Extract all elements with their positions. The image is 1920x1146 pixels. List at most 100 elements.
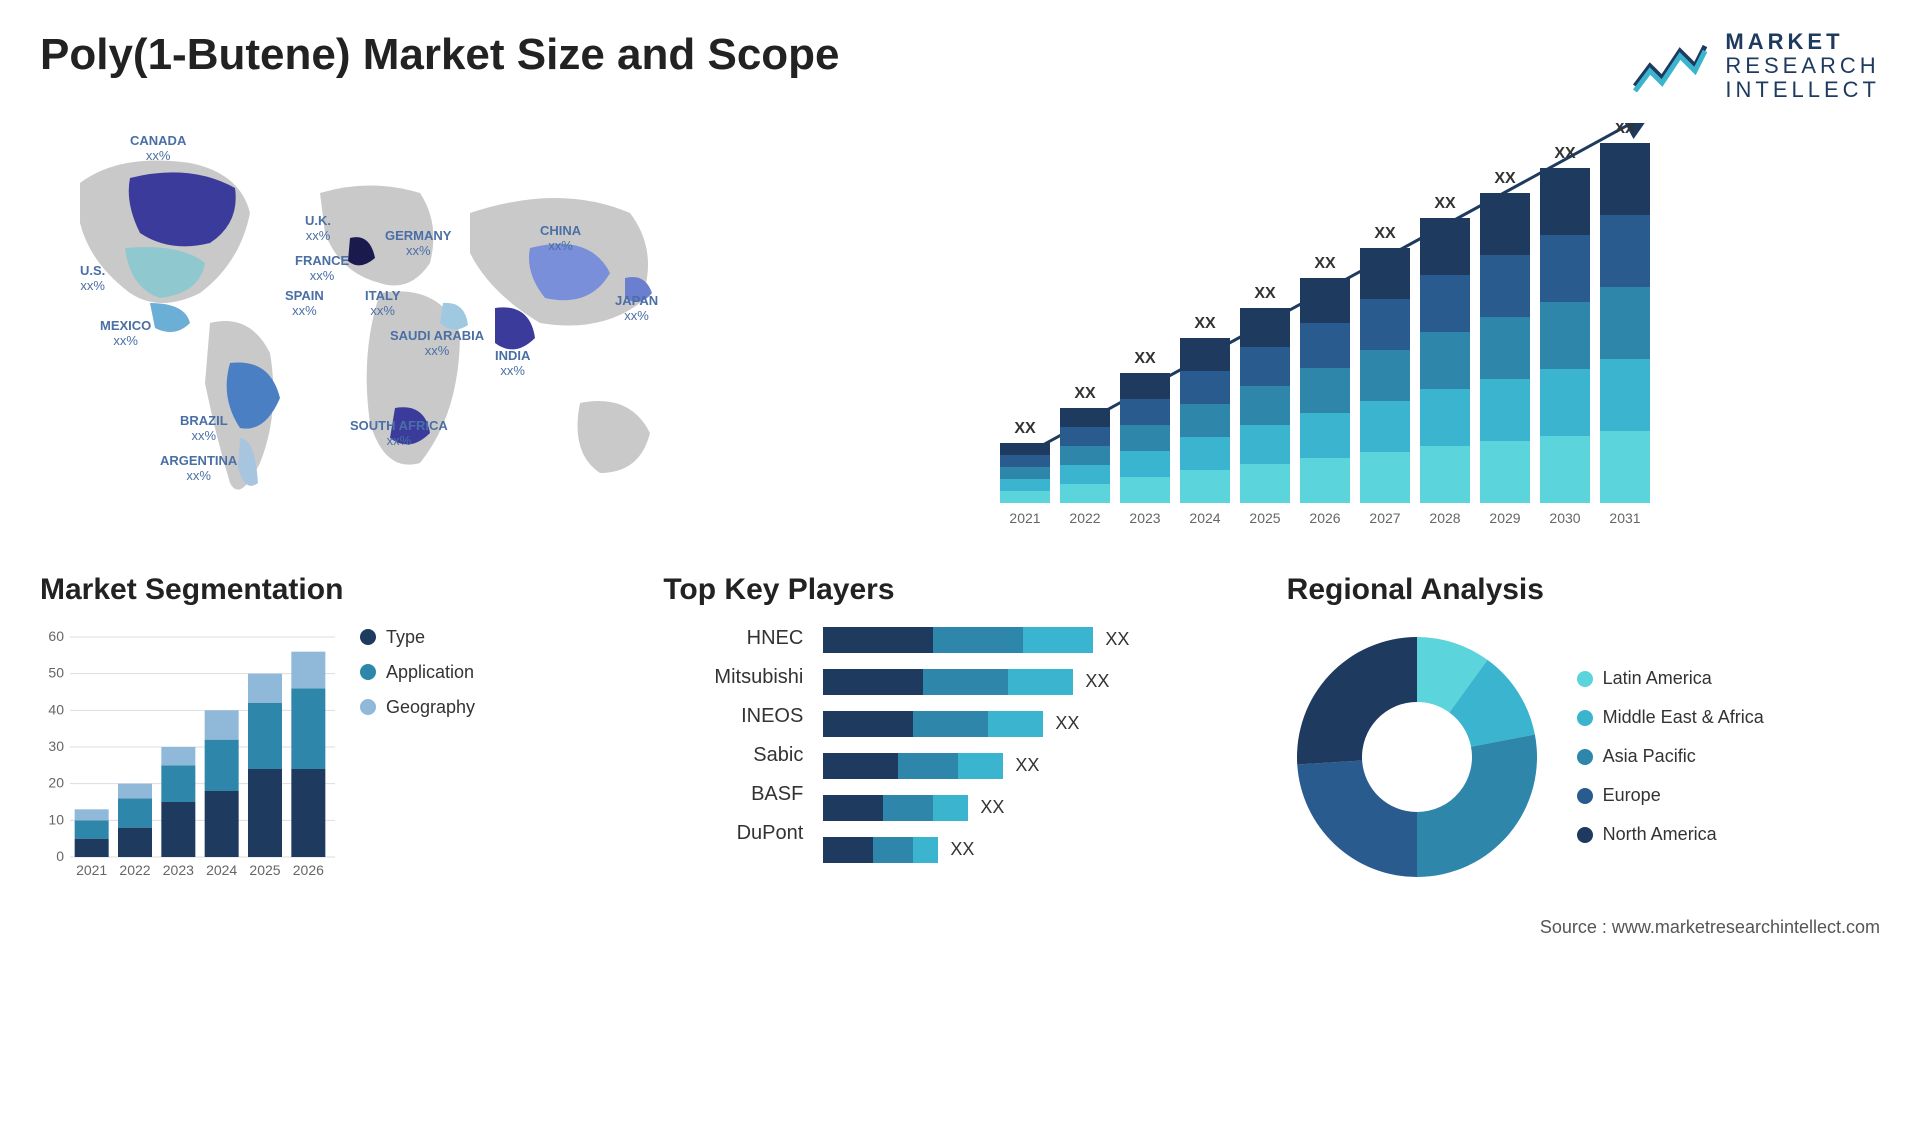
segmentation-chart: 0102030405060202120222023202420252026 (40, 627, 340, 887)
growth-bar-label: XX (1014, 420, 1036, 437)
growth-bar-seg (1180, 470, 1230, 503)
growth-bar-seg (1120, 399, 1170, 425)
player-label: Mitsubishi (663, 666, 803, 689)
growth-bar-seg (1240, 308, 1290, 347)
regional-legend-item: Europe (1577, 785, 1764, 806)
growth-bar-seg (1360, 401, 1410, 452)
logo-text-3: INTELLECT (1725, 78, 1880, 102)
player-label: BASF (663, 783, 803, 806)
player-bar-seg (883, 795, 933, 821)
player-bar-seg (873, 837, 913, 863)
growth-bar-label: XX (1554, 145, 1576, 162)
seg-bar-seg (118, 798, 152, 827)
seg-bar-seg (248, 703, 282, 769)
growth-bar-seg (1600, 215, 1650, 287)
seg-ytick: 40 (48, 701, 64, 717)
growth-bar-seg (1360, 299, 1410, 350)
map-label-south-africa: SOUTH AFRICAxx% (350, 418, 448, 449)
map-label-france: FRANCExx% (295, 253, 349, 284)
growth-bar-seg (1060, 446, 1110, 465)
growth-bar-seg (1540, 436, 1590, 503)
growth-bar-seg (1240, 347, 1290, 386)
seg-year-label: 2022 (119, 862, 150, 878)
seg-legend-item: Type (360, 627, 475, 648)
map-label-brazil: BRAZILxx% (180, 413, 228, 444)
key-players-labels: HNECMitsubishiINEOSSabicBASFDuPont (663, 627, 803, 863)
player-bar-seg (958, 753, 1003, 779)
seg-legend-item: Geography (360, 697, 475, 718)
growth-bar-seg (1420, 218, 1470, 275)
seg-bar-seg (291, 769, 325, 857)
growth-bar-seg (1300, 458, 1350, 503)
growth-bar-seg (1360, 452, 1410, 503)
map-label-spain: SPAINxx% (285, 288, 324, 319)
regional-legend-item: Asia Pacific (1577, 746, 1764, 767)
regional-legend-item: North America (1577, 824, 1764, 845)
player-bar-value: XX (950, 839, 974, 860)
growth-bar-label: XX (1074, 385, 1096, 402)
growth-bar-seg (1060, 427, 1110, 446)
player-bar-value: XX (1105, 629, 1129, 650)
map-label-china: CHINAxx% (540, 223, 581, 254)
growth-bar-seg (1600, 431, 1650, 503)
regional-title: Regional Analysis (1287, 573, 1880, 607)
growth-bar-seg (1420, 332, 1470, 389)
player-bar-seg (1008, 669, 1073, 695)
seg-bar-seg (205, 710, 239, 739)
growth-bar-seg (1000, 443, 1050, 455)
growth-bar-seg (1300, 368, 1350, 413)
growth-bar-seg (1120, 477, 1170, 503)
seg-year-label: 2024 (206, 862, 237, 878)
growth-bar-seg (1120, 425, 1170, 451)
regional-panel: Regional Analysis Latin America Middle Ea… (1287, 573, 1880, 887)
segmentation-legend: Type Application Geography (360, 627, 475, 718)
map-label-saudi-arabia: SAUDI ARABIAxx% (390, 328, 484, 359)
donut-slice (1297, 760, 1417, 877)
key-players-panel: Top Key Players HNECMitsubishiINEOSSabic… (663, 573, 1256, 887)
growth-bar-seg (1000, 479, 1050, 491)
growth-year-label: 2025 (1249, 510, 1280, 526)
growth-bar-seg (1480, 441, 1530, 503)
regional-donut (1287, 627, 1547, 887)
growth-bar-label: XX (1374, 225, 1396, 242)
regional-legend: Latin America Middle East & Africa Asia Pa… (1577, 668, 1764, 845)
growth-bar-seg (1000, 467, 1050, 479)
seg-ytick: 10 (48, 811, 64, 827)
regional-legend-item: Latin America (1577, 668, 1764, 689)
player-bar-seg (898, 753, 958, 779)
logo-text-2: RESEARCH (1725, 54, 1880, 78)
seg-ytick: 50 (48, 664, 64, 680)
growth-bar-seg (1600, 359, 1650, 431)
seg-year-label: 2025 (249, 862, 280, 878)
growth-year-label: 2021 (1009, 510, 1040, 526)
seg-bar-seg (118, 827, 152, 856)
growth-year-label: 2024 (1189, 510, 1220, 526)
seg-bar-seg (248, 769, 282, 857)
growth-bar-seg (1240, 386, 1290, 425)
player-bar-value: XX (980, 797, 1004, 818)
growth-bar-seg (1240, 464, 1290, 503)
growth-bar-label: XX (1614, 123, 1636, 137)
player-bar-row: XX (823, 837, 1256, 863)
growth-year-label: 2027 (1369, 510, 1400, 526)
growth-bar-seg (1480, 317, 1530, 379)
seg-year-label: 2023 (163, 862, 194, 878)
growth-bar-seg (1300, 413, 1350, 458)
source-label: Source : www.marketresearchintellect.com (40, 917, 1880, 938)
growth-bar-seg (1420, 389, 1470, 446)
player-bar-value: XX (1055, 713, 1079, 734)
player-bar-seg (823, 711, 913, 737)
map-label-japan: JAPANxx% (615, 293, 658, 324)
growth-year-label: 2028 (1429, 510, 1460, 526)
seg-bar-seg (75, 838, 109, 856)
map-label-india: INDIAxx% (495, 348, 530, 379)
regional-legend-item: Middle East & Africa (1577, 707, 1764, 728)
donut-slice (1417, 734, 1537, 876)
player-bar-seg (933, 627, 1023, 653)
player-bar-seg (923, 669, 1008, 695)
seg-bar-seg (75, 820, 109, 838)
seg-legend-item: Application (360, 662, 475, 683)
seg-bar-seg (248, 673, 282, 702)
logo-icon (1630, 36, 1710, 96)
growth-bar-seg (1240, 425, 1290, 464)
